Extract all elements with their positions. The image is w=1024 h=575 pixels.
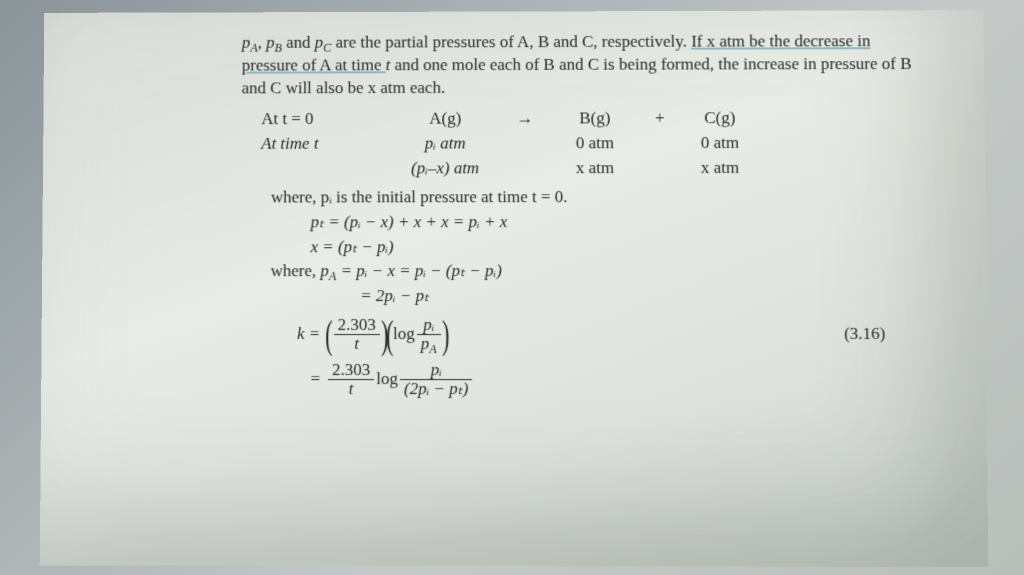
species-b: B(g) — [550, 107, 640, 130]
fraction: 2.303 t — [328, 361, 374, 398]
fraction: pᵢ (2pᵢ − pₜ) — [400, 361, 473, 398]
cell: 0 atm — [550, 132, 640, 155]
log-text: log — [393, 323, 415, 346]
reaction-table: At t = 0 A(g) → B(g) + C(g) At time t pᵢ… — [261, 107, 915, 181]
p-a-symbol: pA — [320, 262, 336, 281]
equation-x: x = (pₜ − pᵢ) — [310, 235, 915, 258]
equation-number: (3.16) — [844, 323, 916, 346]
species-a: A(g) — [390, 108, 500, 131]
p-c-symbol: pC — [315, 33, 332, 52]
fraction: 2.303 t — [334, 316, 380, 353]
text: are the partial pressures of A, B and C,… — [331, 32, 687, 52]
p-b-symbol: pB — [266, 33, 282, 52]
row-label: At time t — [261, 133, 390, 156]
equation-2pi: = 2pᵢ − pₜ — [360, 285, 915, 308]
numerator: 2.303 — [328, 361, 374, 380]
lhs: k = — [280, 323, 326, 346]
where-pa: where, pA = pᵢ − x = pᵢ − (pₜ − pᵢ) — [271, 260, 916, 283]
cell: x atm — [550, 157, 640, 180]
denominator: t — [328, 380, 374, 398]
cell: (pᵢ–x) atm — [390, 157, 500, 180]
rate-constant-eq-1: k = ( 2.303 t ) ( log pᵢ pA ) (3.16) — [280, 316, 916, 353]
cell: pᵢ atm — [390, 132, 500, 155]
rate-constant-eq-2: = 2.303 t log pᵢ (2pᵢ − pₜ) — [280, 361, 916, 398]
numerator: pᵢ — [400, 361, 473, 380]
lhs: = — [280, 368, 326, 391]
numerator: pᵢ — [417, 316, 441, 335]
where-initial-pressure: where, pᵢ is the initial pressure at tim… — [271, 185, 915, 209]
intro-paragraph: pA, pB and pC are the partial pressures … — [242, 30, 914, 100]
numerator: 2.303 — [334, 316, 380, 335]
denominator: (2pᵢ − pₜ) — [400, 380, 473, 398]
plus: + — [640, 107, 680, 130]
text: where, — [271, 262, 321, 281]
row-label: At t = 0 — [261, 108, 390, 131]
equation-pt: pₜ = (pᵢ − x) + x + x = pᵢ + x — [311, 210, 915, 234]
denominator: t — [334, 335, 380, 353]
denominator: pA — [417, 335, 441, 353]
cell: x atm — [680, 157, 760, 180]
log-text: log — [376, 368, 398, 391]
arrow: → — [500, 107, 550, 130]
fraction: pᵢ pA — [417, 316, 441, 353]
text: and — [282, 33, 315, 52]
textbook-page: pA, pB and pC are the partial pressures … — [40, 10, 988, 567]
species-c: C(g) — [680, 107, 760, 130]
p-a-symbol: pA — [242, 33, 258, 52]
cell: 0 atm — [680, 132, 760, 155]
text: = pᵢ − x = pᵢ − (pₜ − pᵢ) — [336, 261, 502, 280]
